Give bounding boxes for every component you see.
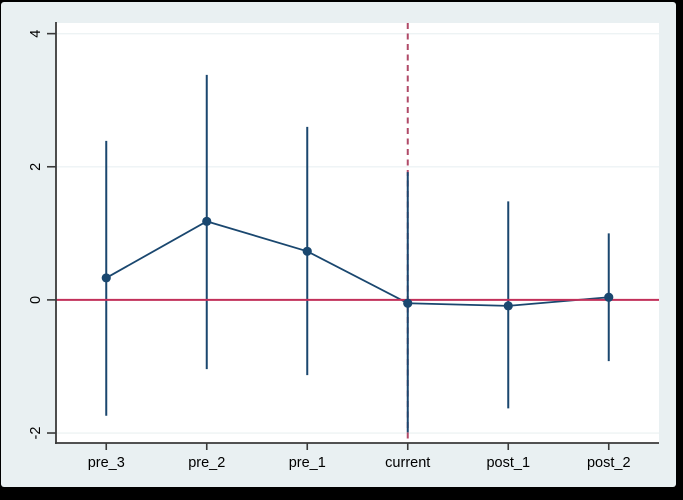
plot-area [56,23,659,443]
x-tick-label-post_1: post_1 [486,455,530,471]
estimate-marker-post_1 [503,301,513,311]
y-tick-label-2: 2 [28,163,44,171]
y-tick-label-4: 4 [28,30,44,38]
estimate-line [105,220,609,307]
estimate-marker-post_2 [604,292,614,302]
x-tick-label-post_2: post_2 [587,455,631,471]
estimate-marker-pre_3 [101,273,111,283]
x-tick-label-pre_1: pre_1 [289,455,326,471]
y-tick-label--2: -2 [28,427,44,440]
event-study-chart: -2 0 2 4 pre_3 pre_2 pre_1 current post_1 post_2 [28,22,659,471]
chart-canvas: -2 0 2 4 pre_3 pre_2 pre_1 current post_1 post_2 [1,2,676,487]
x-tick-label-pre_2: pre_2 [188,455,225,471]
estimate-marker-pre_2 [202,216,212,226]
estimate-marker-current [403,298,413,308]
x-tick-label-current: current [385,455,430,471]
estimate-marker-pre_1 [302,246,312,256]
y-tick-label-0: 0 [28,296,44,304]
x-tick-label-pre_3: pre_3 [88,455,125,471]
